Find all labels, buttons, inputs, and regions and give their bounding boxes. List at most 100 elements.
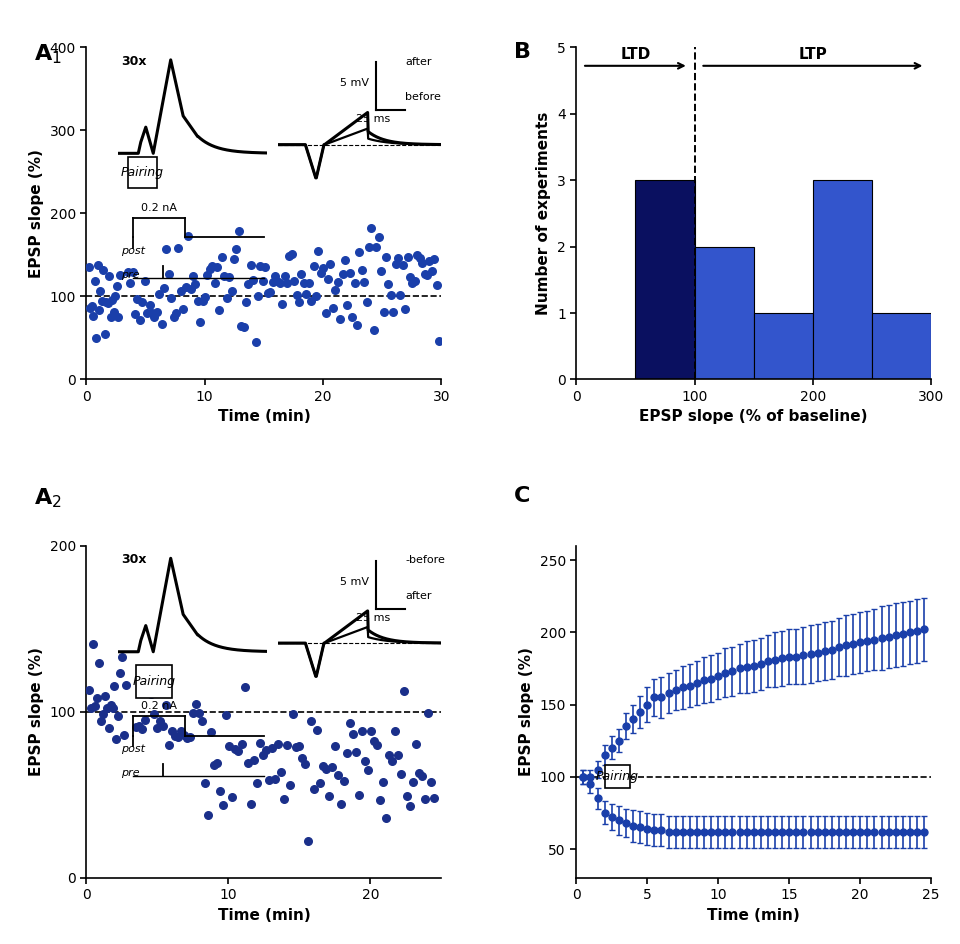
Point xyxy=(216,798,231,813)
Point xyxy=(306,259,322,274)
Point xyxy=(371,229,386,244)
Point xyxy=(144,305,159,320)
Point xyxy=(421,253,437,268)
Point xyxy=(373,263,389,278)
Point xyxy=(114,649,130,665)
Point xyxy=(97,688,112,703)
Y-axis label: EPSP slope (%): EPSP slope (%) xyxy=(29,648,44,776)
Point xyxy=(316,261,331,276)
Point xyxy=(337,252,352,267)
Point xyxy=(405,276,420,291)
Point xyxy=(97,327,112,342)
Point xyxy=(318,762,333,777)
Point xyxy=(108,288,123,303)
Point xyxy=(431,333,446,348)
Point xyxy=(85,309,101,324)
Point xyxy=(359,294,374,309)
Point xyxy=(201,807,216,822)
Point xyxy=(324,760,340,775)
Point xyxy=(396,683,412,699)
Point xyxy=(306,781,322,796)
Point xyxy=(118,678,133,693)
Point xyxy=(87,273,103,288)
Point xyxy=(168,728,183,743)
Point xyxy=(91,303,107,318)
Point xyxy=(217,269,232,284)
Point xyxy=(297,276,312,291)
Point xyxy=(294,750,309,766)
Point xyxy=(182,281,198,296)
Point xyxy=(150,720,165,735)
Point xyxy=(96,262,111,278)
Point xyxy=(107,679,122,694)
Point xyxy=(189,697,204,712)
Point xyxy=(94,294,109,309)
Point xyxy=(128,306,143,321)
Point xyxy=(348,745,364,760)
Point xyxy=(108,732,124,747)
Point xyxy=(101,720,116,735)
Point xyxy=(426,251,442,266)
Text: LTP: LTP xyxy=(799,47,828,61)
Point xyxy=(409,736,424,751)
Point xyxy=(258,743,274,758)
Point xyxy=(108,278,124,294)
Point xyxy=(396,258,411,273)
Point xyxy=(330,275,346,290)
Point xyxy=(158,697,174,712)
Point xyxy=(195,293,210,308)
Point xyxy=(219,290,234,305)
Point xyxy=(360,762,375,777)
Point xyxy=(233,318,249,333)
Point xyxy=(354,724,370,739)
Point xyxy=(369,240,384,255)
Point xyxy=(375,304,391,319)
Point xyxy=(166,310,181,325)
Point xyxy=(420,267,435,282)
Point xyxy=(156,280,172,295)
Point xyxy=(206,757,222,772)
Point xyxy=(164,723,180,738)
Point xyxy=(330,767,346,783)
Point xyxy=(142,297,157,312)
X-axis label: EPSP slope (% of baseline): EPSP slope (% of baseline) xyxy=(639,410,868,425)
X-axis label: Time (min): Time (min) xyxy=(218,908,310,923)
Point xyxy=(279,276,295,291)
Bar xyxy=(695,246,754,379)
Point xyxy=(187,277,203,292)
Point xyxy=(339,746,354,761)
Point xyxy=(132,312,148,328)
Point xyxy=(312,775,327,790)
Point xyxy=(178,279,193,295)
Point xyxy=(340,297,355,312)
Point xyxy=(276,791,291,806)
Point xyxy=(351,244,367,260)
Point xyxy=(149,305,164,320)
Bar xyxy=(636,180,695,379)
Point xyxy=(375,774,391,789)
Point xyxy=(289,288,304,303)
Point xyxy=(147,707,162,722)
Point xyxy=(325,301,341,316)
Point xyxy=(87,699,103,714)
Point xyxy=(89,690,105,705)
X-axis label: Time (min): Time (min) xyxy=(708,908,800,923)
Point xyxy=(279,737,295,752)
Point xyxy=(415,256,430,271)
Point xyxy=(185,268,201,283)
Point xyxy=(315,759,330,774)
Point xyxy=(357,753,372,768)
Point xyxy=(147,310,162,325)
Point xyxy=(281,248,297,263)
Point xyxy=(249,776,264,791)
Point xyxy=(378,811,394,826)
Point xyxy=(198,289,213,304)
Point xyxy=(85,636,101,651)
Point xyxy=(311,244,326,259)
Point xyxy=(261,773,276,788)
Point xyxy=(370,737,385,752)
Point xyxy=(134,721,150,736)
Point xyxy=(103,309,118,324)
Y-axis label: EPSP slope (%): EPSP slope (%) xyxy=(29,149,44,278)
Point xyxy=(237,680,252,695)
